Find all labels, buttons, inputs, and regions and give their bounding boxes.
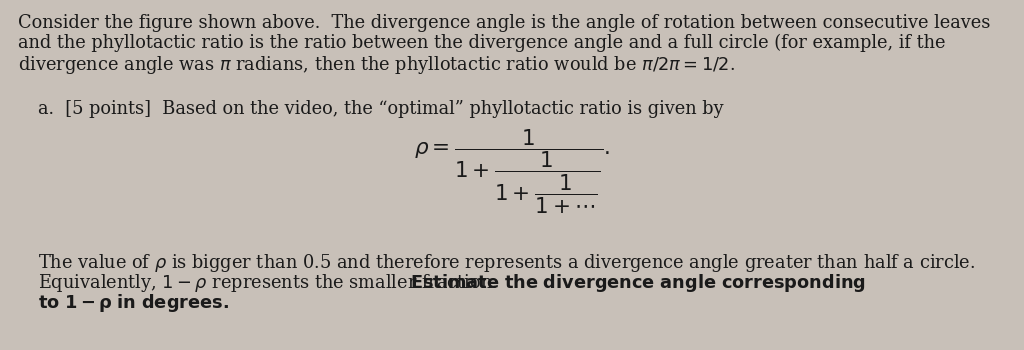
Text: The value of $\rho$ is bigger than 0.5 and therefore represents a divergence ang: The value of $\rho$ is bigger than 0.5 a… xyxy=(38,252,975,274)
Text: $\mathbf{to}$ $\mathbf{1-\rho}$ $\mathbf{in\ degrees.}$: $\mathbf{to}$ $\mathbf{1-\rho}$ $\mathbf… xyxy=(38,292,229,314)
Text: $\mathbf{Estimate\ the\ divergence\ angle\ corresponding}$: $\mathbf{Estimate\ the\ divergence\ angl… xyxy=(410,272,866,294)
Text: Consider the figure shown above.  The divergence angle is the angle of rotation : Consider the figure shown above. The div… xyxy=(18,14,990,32)
Text: Equivalently, $1-\rho$ represents the smaller fraction.: Equivalently, $1-\rho$ represents the sm… xyxy=(38,272,505,294)
Text: $\rho = \dfrac{1}{1 + \dfrac{1}{1 + \dfrac{1}{1 + \cdots}}}.$: $\rho = \dfrac{1}{1 + \dfrac{1}{1 + \dfr… xyxy=(414,128,610,216)
Text: and the phyllotactic ratio is the ratio between the divergence angle and a full : and the phyllotactic ratio is the ratio … xyxy=(18,34,945,52)
Text: a.  [5 points]  Based on the video, the “optimal” phyllotactic ratio is given by: a. [5 points] Based on the video, the “o… xyxy=(38,100,724,118)
Text: divergence angle was $\pi$ radians, then the phyllotactic ratio would be $\pi/2\: divergence angle was $\pi$ radians, then… xyxy=(18,54,735,76)
